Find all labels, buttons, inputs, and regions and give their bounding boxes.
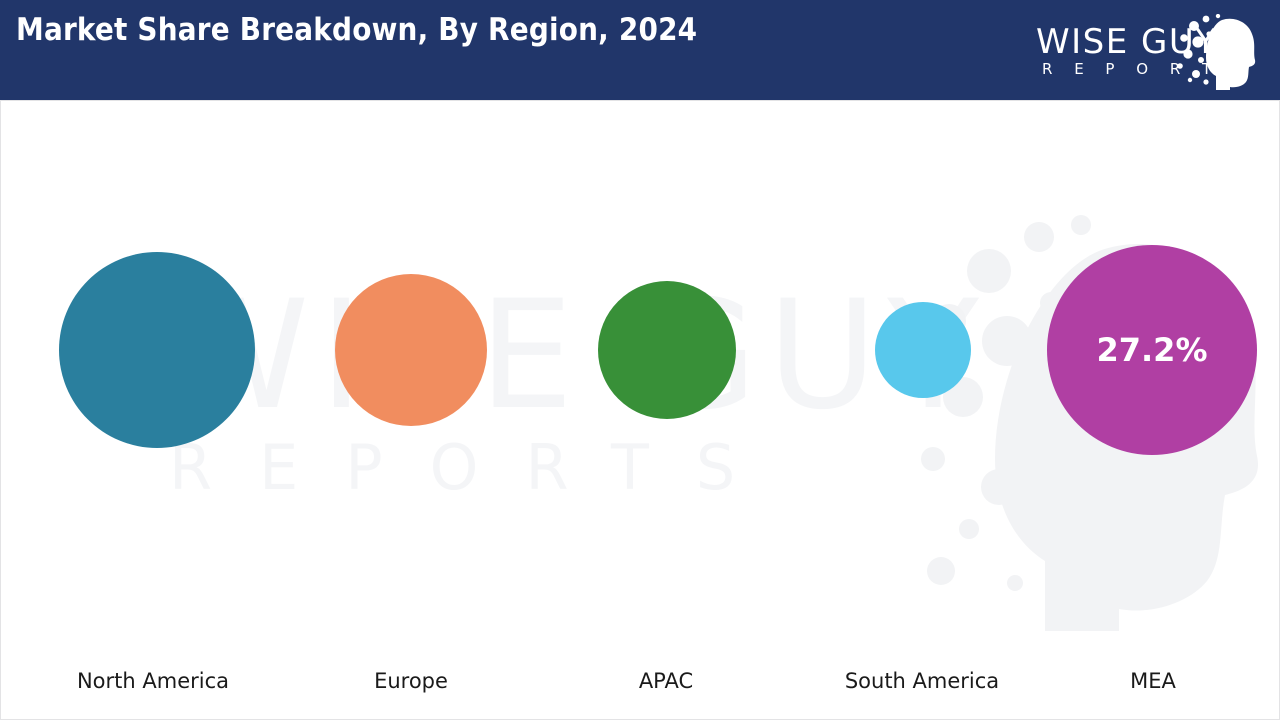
- category-label-apac: APAC: [638, 669, 694, 693]
- chart-body: WISE GUY REPORTS: [0, 100, 1280, 720]
- watermark-text-primary: WISE GUY: [161, 269, 989, 443]
- watermark-text-secondary: REPORTS: [169, 431, 783, 504]
- dotted-head-profile-icon: [1177, 14, 1256, 90]
- bubble-mea[interactable]: 27.2%: [1047, 245, 1257, 455]
- page-title: Market Share Breakdown, By Region, 2024: [16, 12, 698, 48]
- bubble-plot-area: 27.2% North America Europe APAC South Am…: [1, 101, 1279, 719]
- bubble-europe[interactable]: [335, 274, 487, 426]
- bubble-south-america[interactable]: [875, 302, 971, 398]
- category-label-europe: Europe: [374, 669, 448, 693]
- chart-header: Market Share Breakdown, By Region, 2024 …: [0, 0, 1280, 100]
- bubble-north-america[interactable]: [59, 252, 255, 448]
- category-label-mea: MEA: [1130, 669, 1176, 693]
- bubble-value-mea: 27.2%: [1096, 331, 1208, 369]
- category-label-south-america: South America: [844, 669, 1000, 693]
- bubble-apac[interactable]: [598, 281, 736, 419]
- category-label-north-america: North America: [76, 669, 230, 693]
- brand-logo: WISE GUY R E P O R T S: [1030, 12, 1262, 90]
